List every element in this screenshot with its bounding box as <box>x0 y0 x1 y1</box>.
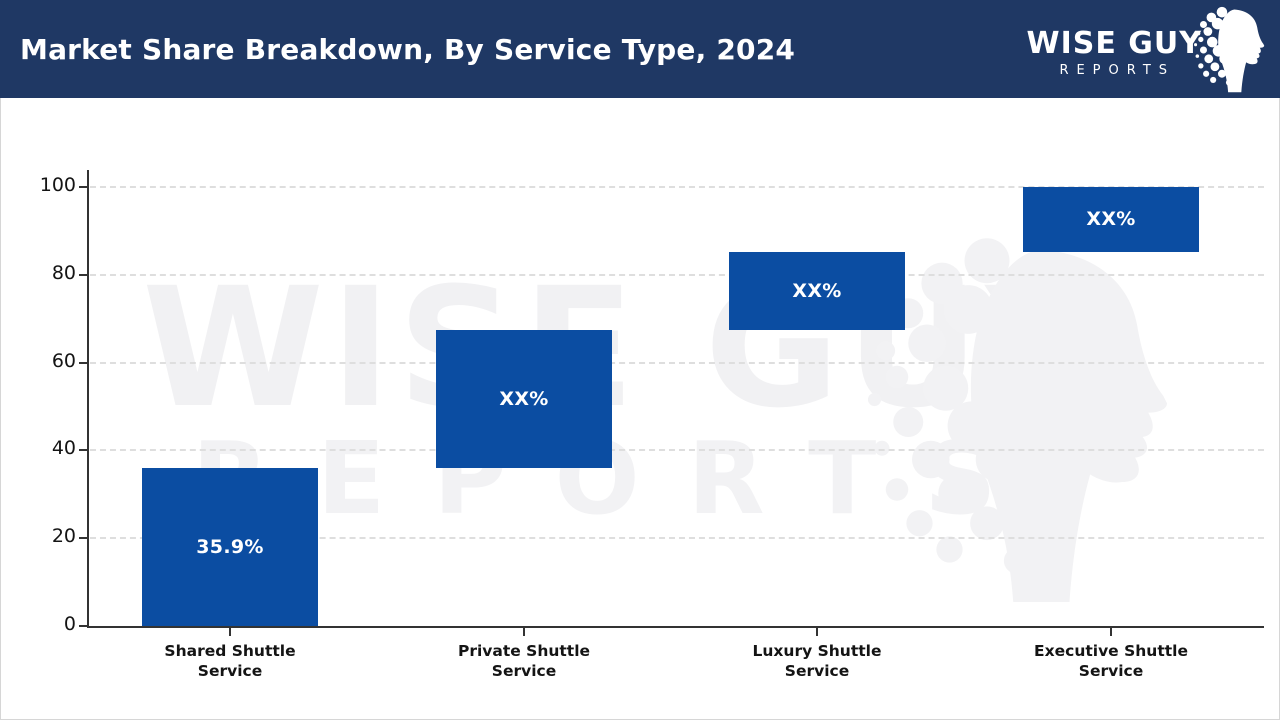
y-tick <box>79 449 88 452</box>
x-tick <box>816 628 818 636</box>
x-axis-category-label: Private Shuttle Service <box>404 641 644 682</box>
x-label-line: Private Shuttle <box>457 642 591 660</box>
y-tick <box>79 273 88 276</box>
y-tick-label: 100 <box>39 174 76 196</box>
y-tick-label: 80 <box>51 261 76 284</box>
header-band: Market Share Breakdown, By Service Type,… <box>0 0 1280 98</box>
x-label-line: Service <box>784 662 850 681</box>
gridline <box>90 186 1264 188</box>
bar-value-label: XX% <box>499 388 549 411</box>
brand-name: WISE GUY <box>1026 26 1202 62</box>
bar-value-label: XX% <box>1086 208 1136 231</box>
gridline <box>90 537 1264 540</box>
x-axis-spine <box>87 626 1264 628</box>
gridline <box>90 273 1264 276</box>
y-axis-spine <box>87 170 89 628</box>
x-tick <box>523 628 525 636</box>
y-tick <box>79 361 88 364</box>
y-tick-label: 0 <box>63 613 76 635</box>
y-tick-label: 60 <box>51 349 76 372</box>
x-label-line: Service <box>1078 662 1144 681</box>
gridline <box>90 361 1264 364</box>
y-tick-label: 40 <box>51 437 76 460</box>
brand-logo-text: WISE GUY REPORTS <box>1026 28 1202 78</box>
x-label-line: Service <box>197 662 263 681</box>
x-tick <box>1110 628 1112 636</box>
bar-segment: XX% <box>436 329 612 469</box>
y-tick <box>79 625 88 627</box>
bar-value-label: XX% <box>792 279 842 302</box>
x-label-line: Executive Shuttle <box>1034 642 1188 660</box>
bar-segment: XX% <box>729 251 905 330</box>
brand-subname: REPORTS <box>1059 62 1176 78</box>
x-axis-category-label: Executive Shuttle Service <box>991 641 1231 682</box>
x-tick <box>229 628 231 636</box>
x-label-line: Service <box>491 662 557 681</box>
x-axis-category-label: Shared Shuttle Service <box>110 641 350 682</box>
gridline <box>90 449 1264 452</box>
bar-segment: XX% <box>1023 187 1199 252</box>
y-tick <box>79 537 88 540</box>
x-label-line: Luxury Shuttle <box>752 642 882 660</box>
chart-title: Market Share Breakdown, By Service Type,… <box>20 32 796 66</box>
brand-logo: WISE GUY REPORTS <box>1026 6 1270 94</box>
bar-value-label: 35.9% <box>196 536 264 559</box>
bar-segment: 35.9% <box>142 468 318 626</box>
x-axis-category-label: Luxury Shuttle Service <box>697 641 937 682</box>
x-label-line: Shared Shuttle <box>164 642 296 660</box>
y-tick <box>79 186 88 188</box>
y-tick-label: 20 <box>51 525 76 548</box>
